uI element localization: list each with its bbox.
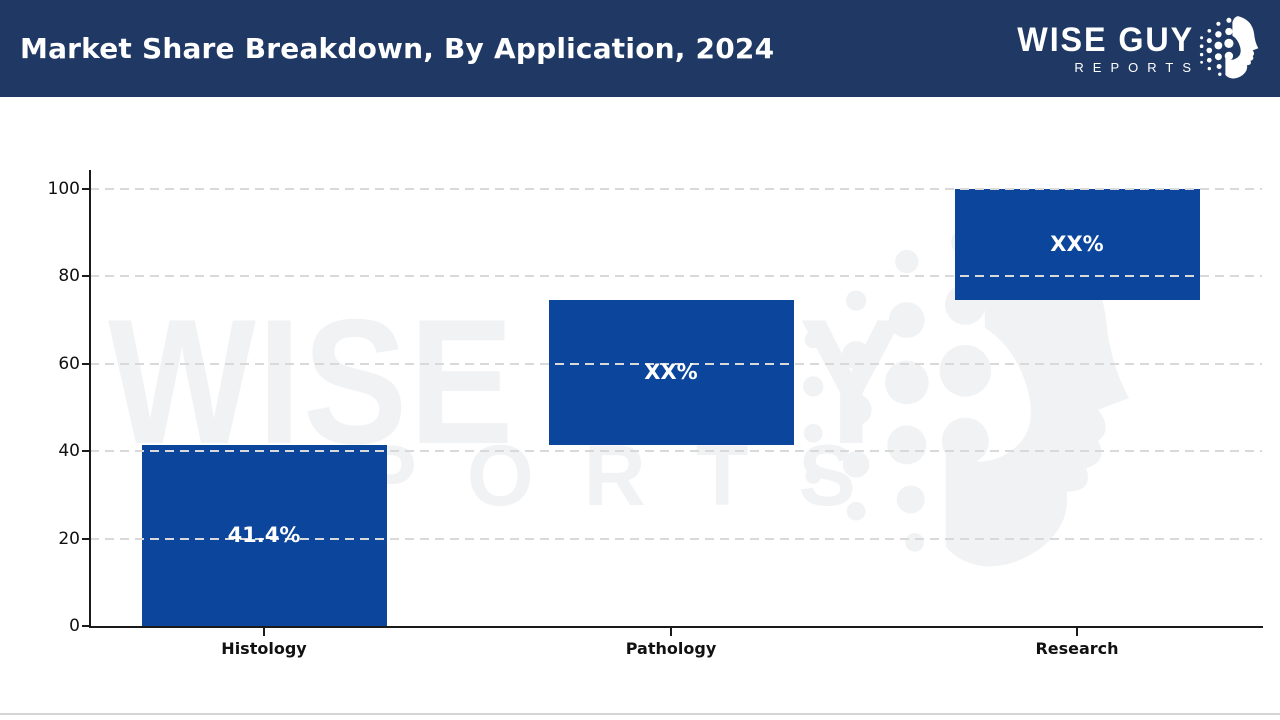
header-bar: Market Share Breakdown, By Application, …: [0, 0, 1280, 97]
bottom-divider: [0, 713, 1280, 715]
y-tick-40: [82, 450, 90, 452]
y-tick-label-60: 60: [58, 353, 80, 374]
bar-value-label-research: XX%: [1050, 232, 1104, 257]
bar-value-label-histology: 41.4%: [227, 523, 301, 548]
logo-wordmark: WISE GUY: [1017, 20, 1194, 59]
y-tick-label-0: 0: [69, 616, 80, 636]
x-axis-line: [89, 626, 1263, 628]
x-tick-pathology: [670, 628, 672, 636]
bar-histology: [141, 444, 387, 626]
category-label-pathology: Pathology: [625, 639, 717, 658]
y-tick-20: [82, 537, 90, 540]
bar-pathology: [548, 299, 794, 445]
y-tick-label-80: 80: [58, 266, 80, 286]
y-tick-0: [82, 625, 90, 627]
gridline-60: [90, 362, 1262, 365]
y-tick-100: [82, 187, 90, 190]
category-label-research: Research: [1035, 639, 1119, 658]
category-label-histology: Histology: [221, 639, 307, 658]
page-title: Market Share Breakdown, By Application, …: [20, 32, 775, 65]
y-tick-60: [82, 362, 90, 365]
bar-value-label-pathology: XX%: [644, 360, 698, 385]
gridline-100: [90, 187, 1262, 190]
watermark-head-icon: [803, 218, 1130, 567]
gridline-40: [90, 450, 1262, 452]
y-tick-label-20: 20: [58, 528, 80, 549]
y-tick-label-40: 40: [58, 441, 80, 461]
x-tick-histology: [263, 628, 265, 636]
x-tick-research: [1076, 628, 1078, 636]
market-share-chart: WISE GUY REPORTS 0 20 40 60 80 100 41.4% Histol…: [0, 97, 1280, 714]
logo-subtitle: REPORTS: [1074, 59, 1200, 75]
bar-research: [954, 188, 1200, 300]
gridline-20: [90, 537, 1262, 540]
y-axis-line: [89, 170, 91, 628]
y-tick-80: [82, 275, 90, 277]
wise-guy-reports-logo: WISE GUY REPORTS: [1008, 8, 1280, 90]
gridline-80: [90, 275, 1262, 277]
dotted-head-logo-icon: [1199, 15, 1259, 79]
y-tick-label-100: 100: [47, 178, 80, 199]
logo-text: WISE GUY REPORTS: [1008, 23, 1194, 75]
